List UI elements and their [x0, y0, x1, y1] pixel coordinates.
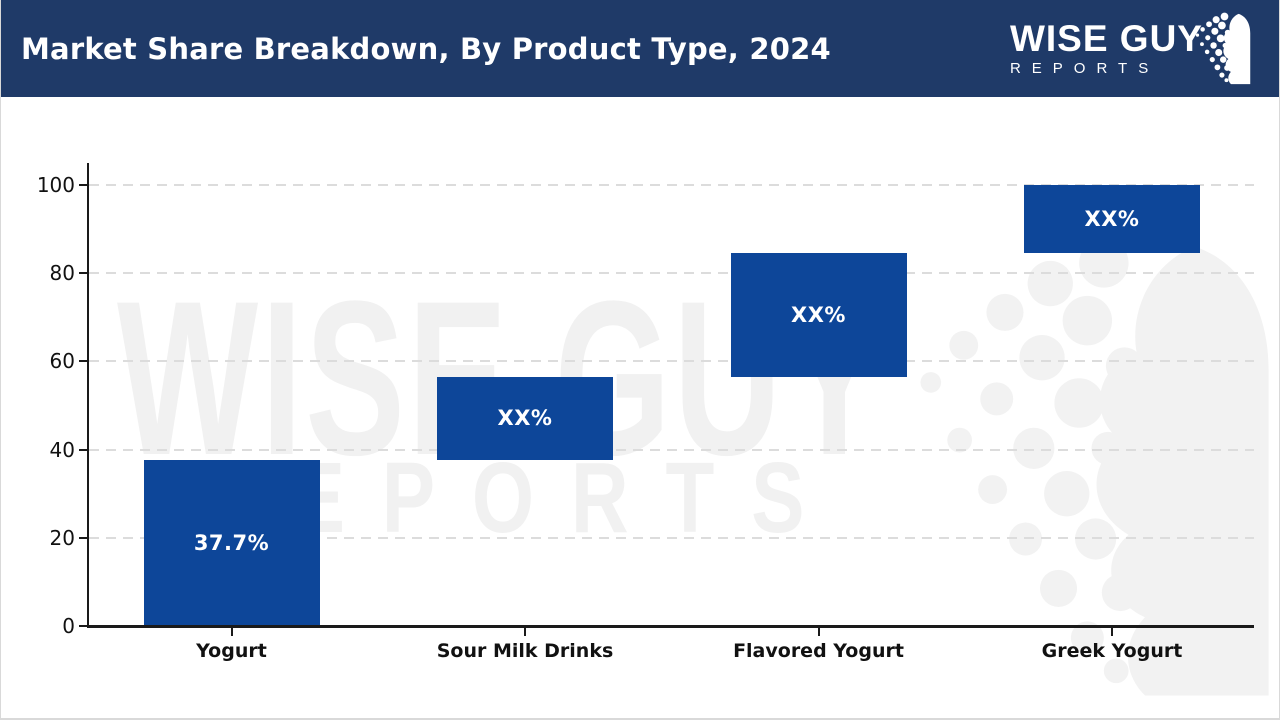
y-tick-label: 60 — [49, 349, 75, 374]
x-tick-label-yogurt: Yogurt — [196, 640, 267, 662]
y-tick-label: 20 — [49, 525, 75, 550]
x-tick-label-sour-milk-drinks: Sour Milk Drinks — [436, 640, 614, 662]
bar-flavored-yogurt: XX% — [730, 252, 907, 377]
bar-value-label: XX% — [497, 406, 553, 431]
y-tick-label: 100 — [36, 173, 75, 197]
bar-greek-yogurt: XX% — [1024, 185, 1200, 253]
x-tick — [1111, 627, 1113, 636]
bar-yogurt: 37.7% — [143, 459, 320, 626]
bar-value-label: XX% — [1084, 206, 1140, 231]
logo-subtitle: REPORTS — [1009, 60, 1160, 77]
gridline — [89, 448, 1254, 451]
x-tick — [524, 627, 526, 636]
y-tick — [79, 184, 89, 186]
y-tick — [79, 360, 89, 363]
gridline — [89, 536, 1254, 539]
bar-value-label: 37.7% — [193, 530, 270, 555]
wiseguy-face-icon — [1195, 12, 1251, 84]
x-tick-label-greek-yogurt: Greek Yogurt — [1041, 640, 1183, 662]
x-tick — [817, 627, 820, 636]
header-bar: Market Share Breakdown, By Product Type,… — [1, 0, 1279, 97]
gridline — [89, 184, 1254, 186]
y-tick — [79, 272, 89, 275]
x-axis-line — [87, 625, 1254, 628]
page-title: Market Share Breakdown, By Product Type,… — [21, 31, 831, 66]
bar-sour-milk-drinks: XX% — [437, 376, 613, 460]
wiseguy-logo: WISE GUY REPORTS — [1010, 12, 1253, 86]
y-tick-label: 80 — [49, 261, 75, 286]
x-tick — [230, 627, 233, 636]
y-tick — [79, 625, 89, 627]
logo-wordmark: WISE GUY — [1009, 18, 1203, 59]
y-tick — [79, 536, 89, 539]
y-tick-label: 0 — [62, 614, 75, 638]
x-tick-label-flavored-yogurt: Flavored Yogurt — [733, 640, 904, 662]
y-axis-line — [87, 163, 89, 628]
y-tick-label: 40 — [49, 437, 75, 462]
bar-value-label: XX% — [791, 302, 846, 327]
y-tick — [79, 448, 89, 451]
gridline — [89, 360, 1254, 363]
gridline — [89, 272, 1254, 275]
